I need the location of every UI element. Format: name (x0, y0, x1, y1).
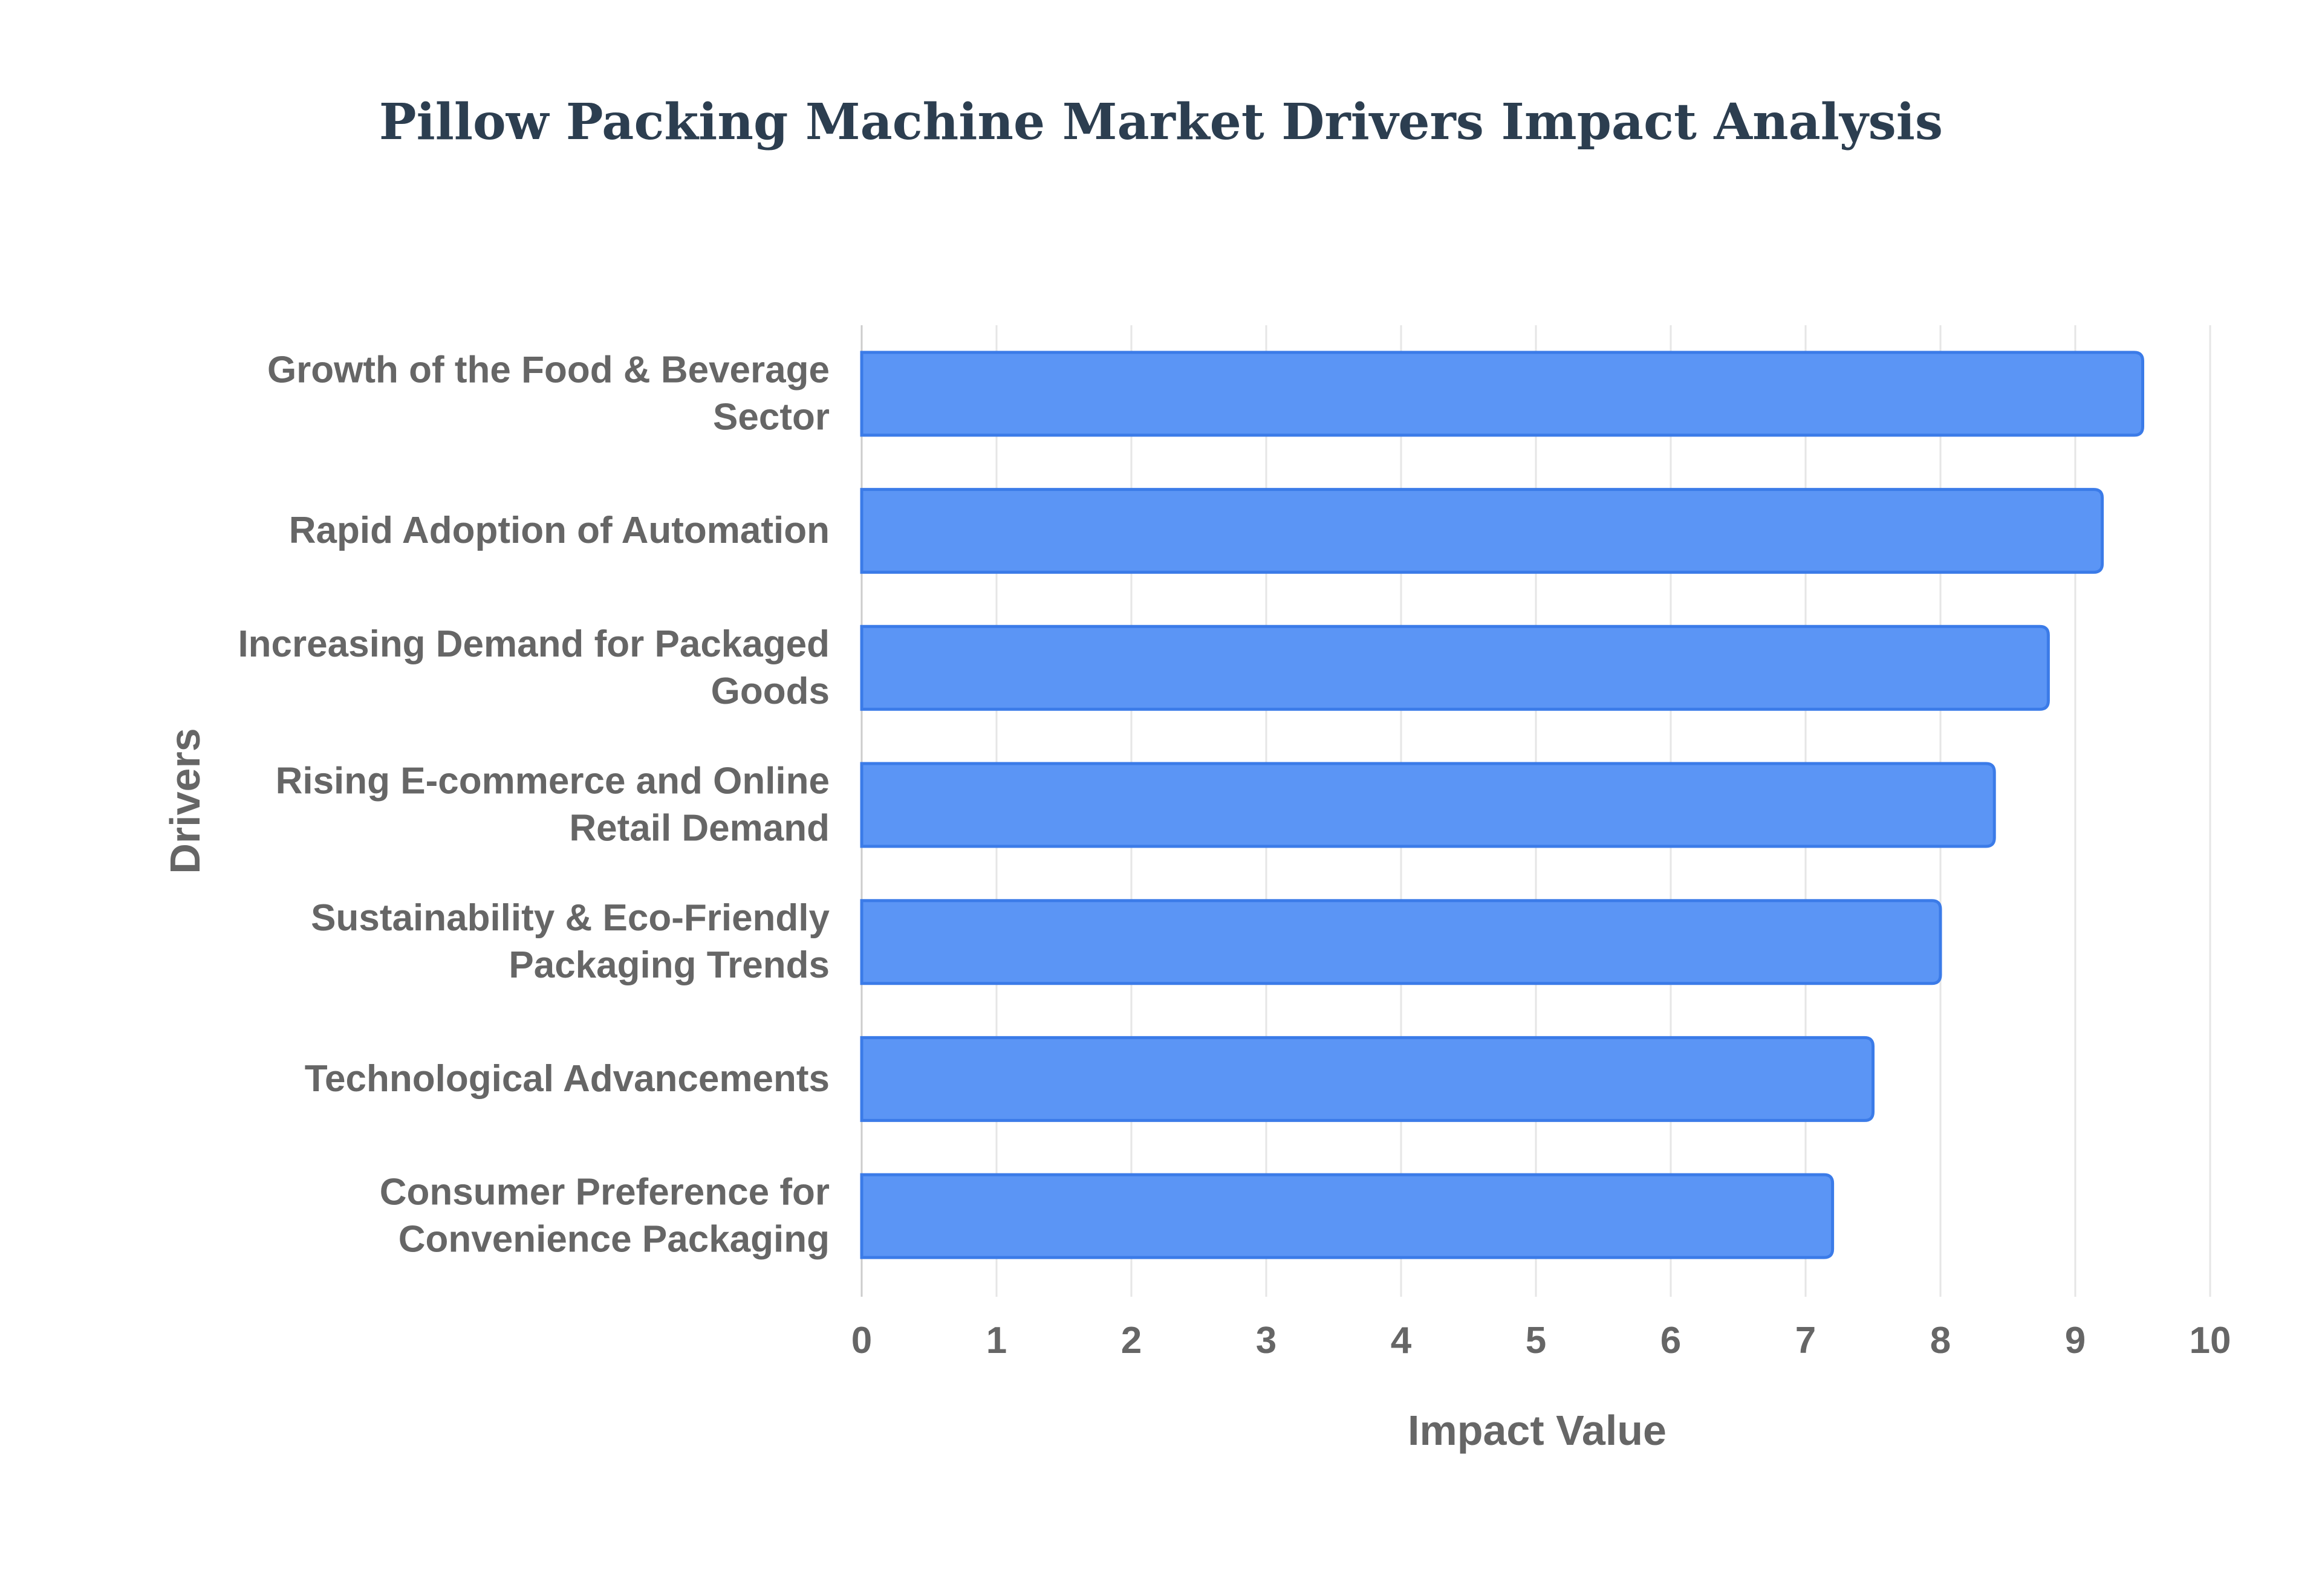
category-label-line: Packaging Trends (509, 944, 830, 986)
x-tick-label: 0 (851, 1320, 872, 1361)
category-label: Rapid Adoption of Automation (289, 510, 830, 551)
category-label: Sustainability & Eco-Friendly Packaging T… (311, 897, 830, 986)
category-label-line: Technological Advancements (305, 1058, 830, 1100)
category-label-line: Growth of the Food & Beverage (267, 349, 830, 391)
bar (860, 624, 2050, 711)
category-label-line: Sector (713, 396, 830, 438)
category-label: Increasing Demand for Packaged Goods (238, 623, 830, 712)
category-labels: Growth of the Food & Beverage Sector Rapid… (238, 349, 830, 1260)
category-label: Technological Advancements (305, 1058, 830, 1100)
category-label-line: Rising E-commerce and Online (276, 761, 830, 802)
bars (860, 351, 2144, 1259)
category-label-line: Convenience Packaging (398, 1219, 830, 1260)
x-tick-label: 10 (2190, 1320, 2231, 1361)
category-label: Growth of the Food & Beverage Sector (267, 349, 830, 438)
category-label-line: Goods (711, 670, 830, 712)
bar (860, 899, 1942, 985)
category-label: Consumer Preference for Convenience Packa… (380, 1172, 830, 1260)
chart-title: Pillow Packing Machine Market Drivers Im… (379, 93, 1943, 151)
bar (860, 1036, 1875, 1122)
category-label-line: Consumer Preference for (380, 1172, 830, 1213)
x-tick-label: 8 (1930, 1320, 1951, 1361)
x-tick-label: 3 (1256, 1320, 1276, 1361)
x-tick-label: 5 (1526, 1320, 1546, 1361)
x-tick-label: 9 (2065, 1320, 2086, 1361)
bar (860, 351, 2144, 437)
x-tick-labels: 0 1 2 3 4 5 6 7 8 9 10 (851, 1320, 2231, 1361)
x-tick-label: 2 (1121, 1320, 1142, 1361)
category-label-line: Sustainability & Eco-Friendly (311, 897, 830, 939)
x-tick-label: 6 (1660, 1320, 1681, 1361)
bar (860, 762, 1996, 848)
category-label-line: Rapid Adoption of Automation (289, 510, 830, 551)
x-tick-label: 7 (1795, 1320, 1816, 1361)
bar (860, 1173, 1835, 1259)
x-axis-title: Impact Value (1408, 1407, 1667, 1454)
bar (860, 488, 2104, 574)
x-tick-label: 1 (986, 1320, 1007, 1361)
category-label-line: Retail Demand (569, 808, 830, 849)
y-axis-title: Drivers (161, 728, 209, 874)
category-label: Rising E-commerce and Online Retail Deman… (276, 761, 830, 849)
x-tick-label: 4 (1391, 1320, 1412, 1361)
category-label-line: Increasing Demand for Packaged (238, 623, 830, 665)
